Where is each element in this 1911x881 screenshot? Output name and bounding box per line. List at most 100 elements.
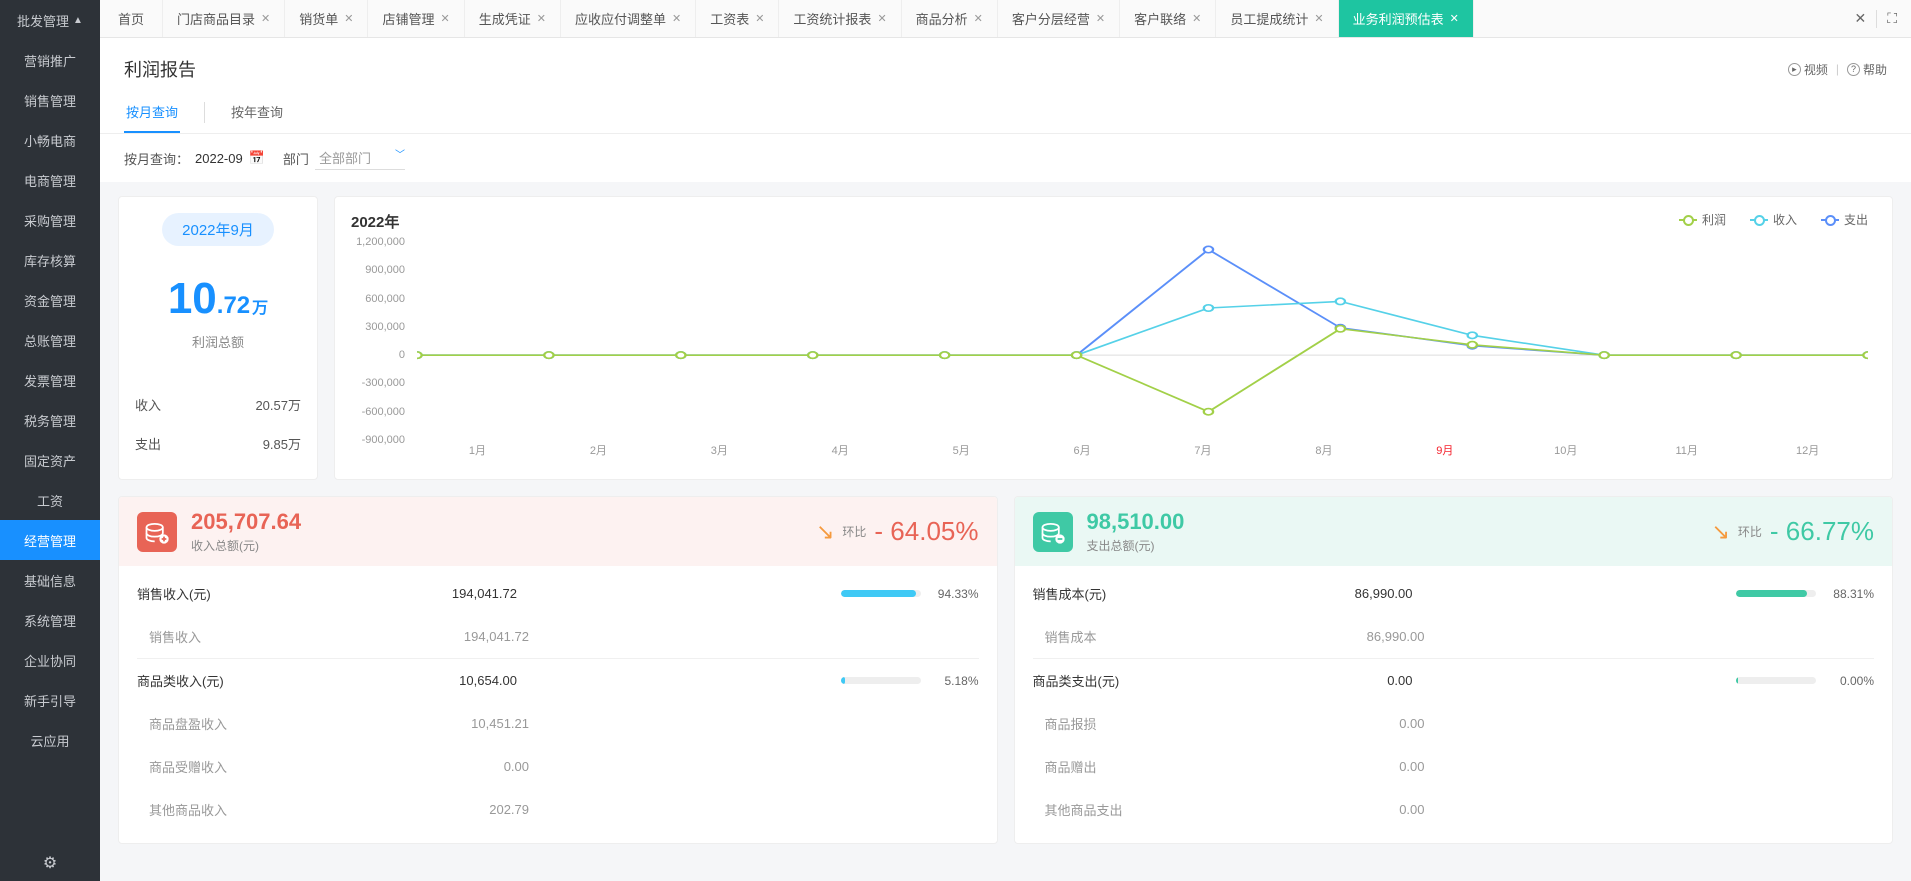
summary-period: 2022年9月 xyxy=(162,213,274,246)
sidebar-item-13[interactable]: 基础信息 xyxy=(0,560,100,600)
y-tick: 300,000 xyxy=(365,321,405,333)
tab-5[interactable]: 应收应付调整单✕ xyxy=(561,0,696,37)
sidebar-item-9[interactable]: 税务管理 xyxy=(0,400,100,440)
tab-label: 生成凭证 xyxy=(479,9,531,28)
sidebar-item-3[interactable]: 电商管理 xyxy=(0,160,100,200)
sidebar-item-1[interactable]: 销售管理 xyxy=(0,80,100,120)
progress-bar xyxy=(1736,590,1816,597)
y-tick: 0 xyxy=(399,349,405,361)
row-value: 0.00 xyxy=(1245,802,1425,817)
sidebar-header[interactable]: 批发管理 ▲ xyxy=(0,0,100,40)
sidebar-item-15[interactable]: 企业协同 xyxy=(0,640,100,680)
tab-0[interactable]: 首页 xyxy=(100,0,163,37)
sidebar-item-16[interactable]: 新手引导 xyxy=(0,680,100,720)
tab-close-icon[interactable]: ✕ xyxy=(1192,12,1201,25)
profit-label: 利润总额 xyxy=(133,332,303,351)
month-filter-value: 2022-09 xyxy=(195,151,243,166)
tab-label: 首页 xyxy=(118,9,144,28)
sidebar-item-7[interactable]: 总账管理 xyxy=(0,320,100,360)
tab-close-icon[interactable]: ✕ xyxy=(1450,12,1459,25)
tab-6[interactable]: 工资表✕ xyxy=(696,0,779,37)
table-row: 销售收入(元)194,041.7294.33% xyxy=(137,572,979,615)
progress-fill xyxy=(1736,590,1807,597)
tab-close-icon[interactable]: ✕ xyxy=(1314,12,1323,25)
tab-4[interactable]: 生成凭证 ✕ xyxy=(465,0,561,37)
video-link[interactable]: ▸视频 xyxy=(1788,61,1828,78)
tab-1[interactable]: 门店商品目录 ✕ xyxy=(163,0,285,37)
divider xyxy=(204,102,205,123)
subtab-1[interactable]: 按年查询 xyxy=(229,92,285,133)
table-row: 商品类收入(元)10,654.005.18% xyxy=(137,658,979,702)
profit-total: 10.72万 xyxy=(133,274,303,324)
income-table: 销售收入(元)194,041.7294.33%销售收入194,041.72商品类… xyxy=(119,566,997,843)
tab-2[interactable]: 销货单✕ xyxy=(285,0,368,37)
y-tick: 900,000 xyxy=(365,264,405,276)
x-tick: 12月 xyxy=(1747,442,1868,462)
tab-close-icon[interactable]: ✕ xyxy=(344,12,353,25)
sidebar-item-2[interactable]: 小畅电商 xyxy=(0,120,100,160)
calendar-icon[interactable]: 📅 xyxy=(249,150,265,166)
page-title: 利润报告 xyxy=(124,56,196,82)
expense-panel: 98,510.00 支出总额(元) ↘ 环比 - 66.77% 销售成本(元)8… xyxy=(1014,496,1894,844)
tab-12[interactable]: 业务利润预估表✕ xyxy=(1339,0,1474,37)
tab-close-icon[interactable]: ✕ xyxy=(261,12,270,25)
tab-close-icon[interactable]: ✕ xyxy=(755,12,764,25)
tab-close-icon[interactable]: ✕ xyxy=(672,12,681,25)
help-label: 帮助 xyxy=(1863,61,1887,78)
progress-bar xyxy=(841,677,921,684)
summary-income-row: 收入 20.57万 xyxy=(133,385,303,424)
y-tick: -300,000 xyxy=(362,377,405,389)
dept-select[interactable]: 全部部门 xyxy=(315,146,405,170)
tab-label: 门店商品目录 xyxy=(177,9,255,28)
sidebar-item-10[interactable]: 固定资产 xyxy=(0,440,100,480)
sidebar-item-12[interactable]: 经营管理 xyxy=(0,520,100,560)
expense-pct: - 66.77% xyxy=(1770,516,1874,547)
tab-9[interactable]: 客户分层经营✕ xyxy=(998,0,1120,37)
row-name: 商品类收入(元) xyxy=(137,671,337,690)
tab-3[interactable]: 店铺管理✕ xyxy=(368,0,464,37)
subtab-0[interactable]: 按月查询 xyxy=(124,92,180,133)
y-tick: -600,000 xyxy=(362,406,405,418)
sidebar-item-5[interactable]: 库存核算 xyxy=(0,240,100,280)
tab-11[interactable]: 员工提成统计✕ xyxy=(1216,0,1338,37)
tab-close-icon[interactable]: ✕ xyxy=(877,12,886,25)
trend-down-icon: ↘ xyxy=(816,519,834,545)
help-link[interactable]: ?帮助 xyxy=(1847,61,1887,78)
settings-gear-icon[interactable]: ⚙ xyxy=(0,845,100,881)
tab-close-icon[interactable]: ✕ xyxy=(537,12,546,25)
summary-expense-label: 支出 xyxy=(135,434,161,453)
tab-close-icon[interactable]: ✕ xyxy=(441,12,450,25)
legend-expense[interactable]: .legend-item:nth-child(3) .legend-mark::… xyxy=(1821,211,1868,228)
sidebar-header-label: 批发管理 xyxy=(17,11,69,30)
row-name: 其他商品收入 xyxy=(149,800,349,819)
page-header: 利润报告 ▸视频 | ?帮助 xyxy=(100,38,1911,92)
sidebar-item-8[interactable]: 发票管理 xyxy=(0,360,100,400)
sidebar-item-4[interactable]: 采购管理 xyxy=(0,200,100,240)
x-tick: 6月 xyxy=(1022,442,1143,462)
sidebar-item-14[interactable]: 系统管理 xyxy=(0,600,100,640)
chart-legend: .legend-item:nth-child(1) .legend-mark::… xyxy=(1679,211,1868,228)
sidebar-item-0[interactable]: 营销推广 xyxy=(0,40,100,80)
x-tick: 8月 xyxy=(1263,442,1384,462)
legend-income[interactable]: .legend-item:nth-child(2) .legend-mark::… xyxy=(1750,211,1797,228)
legend-profit[interactable]: .legend-item:nth-child(1) .legend-mark::… xyxy=(1679,211,1726,228)
filters: 按月查询： 2022-09 📅 部门 全部部门 xyxy=(100,134,1911,182)
table-row: 销售收入194,041.72 xyxy=(137,615,979,658)
row-pct: 94.33% xyxy=(931,587,979,601)
tab-close-icon[interactable]: ✕ xyxy=(974,12,983,25)
tab-7[interactable]: 工资统计报表✕ xyxy=(779,0,901,37)
row-pct: 88.31% xyxy=(1826,587,1874,601)
summary-expense-row: 支出 9.85万 xyxy=(133,424,303,463)
row-value: 0.00 xyxy=(1245,759,1425,774)
sidebar-item-11[interactable]: 工资 xyxy=(0,480,100,520)
sidebar-item-17[interactable]: 云应用 xyxy=(0,720,100,760)
row-value: 194,041.72 xyxy=(337,586,517,601)
tab-close-icon[interactable]: ✕ xyxy=(1096,12,1105,25)
close-all-tabs-icon[interactable]: ✕ xyxy=(1854,10,1866,27)
fullscreen-icon[interactable]: ⛶ xyxy=(1887,10,1897,27)
sidebar-item-6[interactable]: 资金管理 xyxy=(0,280,100,320)
progress-fill xyxy=(1736,677,1738,684)
tab-10[interactable]: 客户联络✕ xyxy=(1120,0,1216,37)
tab-8[interactable]: 商品分析✕ xyxy=(902,0,998,37)
income-sub: 收入总额(元) xyxy=(191,537,301,554)
